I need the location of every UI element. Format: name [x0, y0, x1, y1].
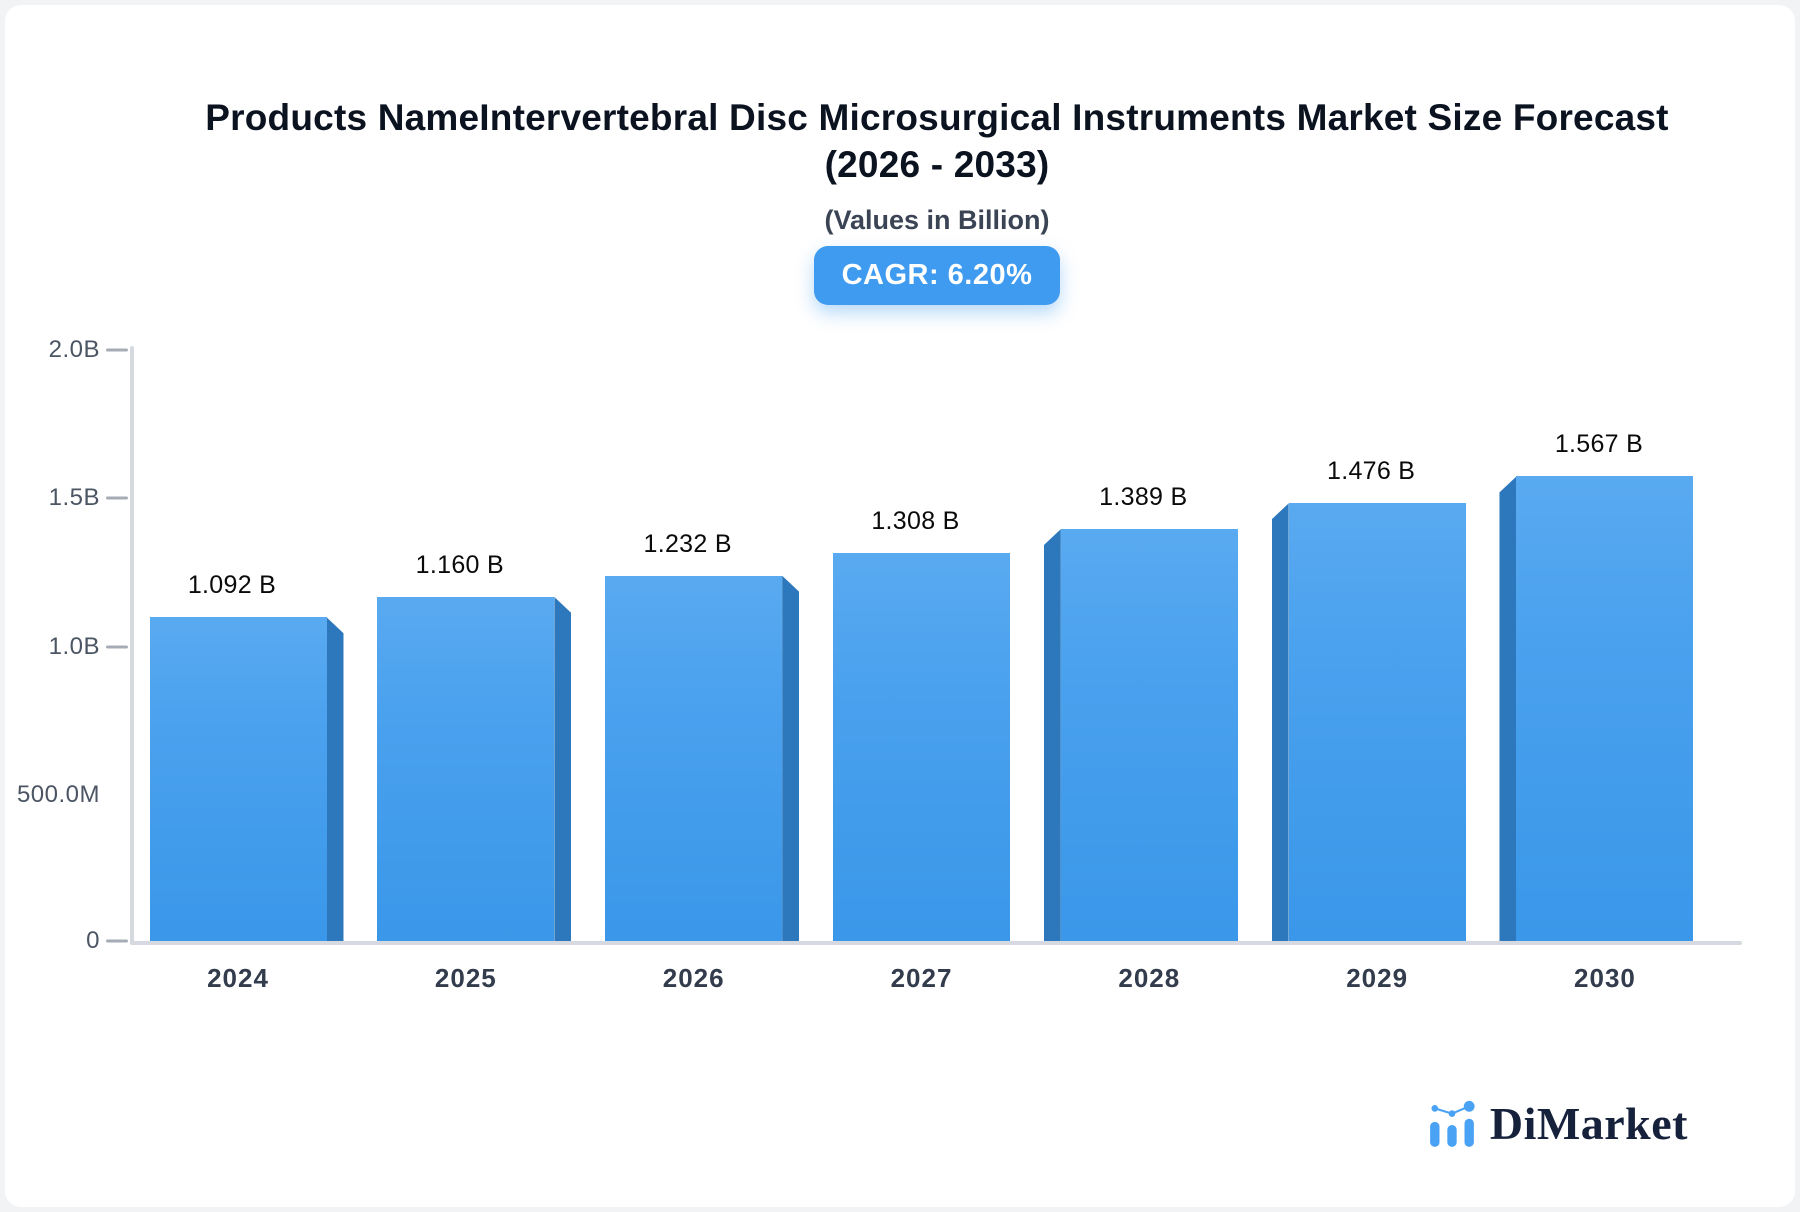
x-axis-label-2026: 2026 [662, 963, 725, 993]
y-axis-tick-mark [106, 645, 128, 648]
bar-2030[interactable] [1516, 476, 1694, 941]
x-axis-label-2027: 2027 [890, 963, 953, 993]
x-axis-label-2028: 2028 [1118, 963, 1181, 993]
bar-3d-side-2030 [1499, 476, 1517, 941]
y-axis-tick-mark [106, 348, 128, 352]
bar-value-label: 1.308 B [871, 507, 960, 536]
chart-subtitle: (Values in Billion) [824, 204, 1050, 235]
bar-value-label: 1.092 B [187, 571, 277, 600]
bar-3d-side-2026 [782, 575, 800, 941]
brand-logo: DiMarket [1428, 1097, 1688, 1150]
bar-3d-side-2029 [1271, 503, 1289, 941]
y-axis-tick-label: 2.0B [48, 336, 100, 363]
bar-value-label: 1.389 B [1099, 483, 1188, 512]
x-axis-label-2024: 2024 [207, 963, 269, 993]
bar-3d-side-2024 [326, 617, 344, 941]
top-strip [0, 0, 1800, 5]
y-axis-tick-label: 1.5B [48, 484, 100, 512]
y-axis-tick-mark [106, 496, 128, 500]
bar-2029[interactable] [1288, 503, 1466, 941]
y-axis-tick-label: 500.0M [16, 780, 100, 808]
bar-value-label: 1.567 B [1554, 430, 1644, 459]
bar-value-label: 1.160 B [415, 551, 504, 580]
bar-value-label: 1.476 B [1326, 457, 1416, 486]
chart-header: Products NameIntervertebral Disc Microsu… [70, 94, 1800, 305]
cagr-badge: CAGR: 6.20% [813, 245, 1061, 305]
bar-2028[interactable] [1060, 529, 1238, 941]
y-axis-tick-label: 1.0B [48, 632, 100, 660]
bar-2025[interactable] [377, 597, 555, 941]
brand-logo-text: DiMarket [1489, 1098, 1688, 1149]
bar-2024[interactable] [149, 617, 327, 941]
x-axis-label-2030: 2030 [1574, 963, 1636, 993]
chart-title-line2: (2026 - 2033) [824, 144, 1050, 186]
bar-3d-side-2028 [1043, 529, 1061, 941]
bar-2027[interactable] [832, 553, 1010, 941]
bar-3d-side-2025 [554, 597, 572, 941]
bar-line-chart-icon [1429, 1100, 1475, 1147]
y-axis-tick-mark [106, 939, 128, 943]
y-axis-line [130, 346, 134, 945]
x-axis-label-2025: 2025 [434, 963, 497, 993]
bar-value-label: 1.232 B [643, 529, 732, 558]
x-axis-line [130, 941, 1742, 945]
bar-2026[interactable] [605, 575, 783, 941]
y-axis-tick-label: 0 [86, 927, 100, 954]
x-axis-label-2029: 2029 [1346, 963, 1409, 993]
chart-title-line1: Products NameIntervertebral Disc Microsu… [205, 97, 1669, 138]
